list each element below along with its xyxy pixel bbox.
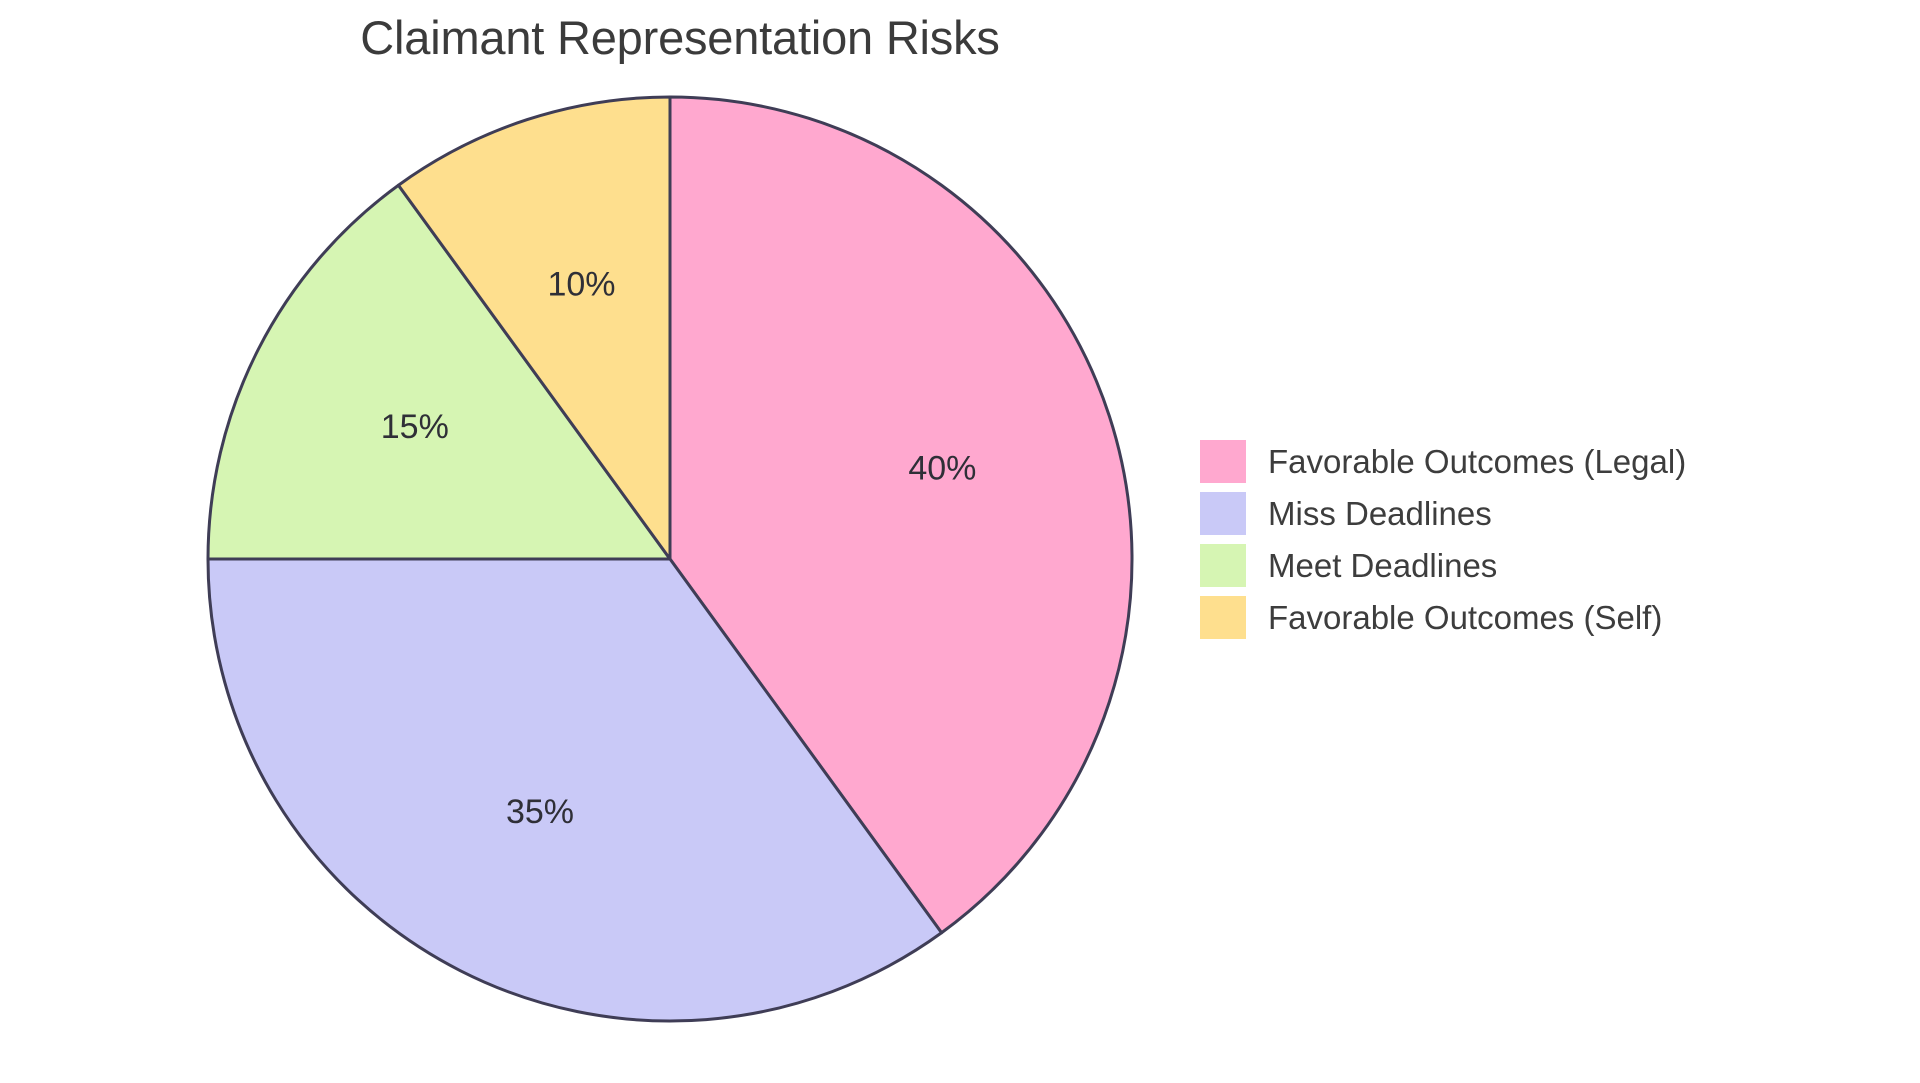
legend-item[interactable]: Miss Deadlines	[1200, 492, 1686, 535]
legend-color-swatch	[1200, 440, 1246, 483]
legend-item[interactable]: Favorable Outcomes (Legal)	[1200, 440, 1686, 483]
legend-item-label: Meet Deadlines	[1268, 547, 1498, 584]
legend-item-label: Favorable Outcomes (Self)	[1268, 599, 1663, 636]
pie-slice-labels-group: 40% 35% 15% 10%	[381, 266, 977, 832]
legend-item[interactable]: Meet Deadlines	[1200, 544, 1686, 587]
legend-item-label: Miss Deadlines	[1268, 495, 1492, 532]
chart-legend: Favorable Outcomes (Legal) Miss Deadlines…	[1200, 440, 1686, 639]
legend-color-swatch	[1200, 596, 1246, 639]
pie-slice-label: 10%	[547, 266, 615, 304]
legend-color-swatch	[1200, 492, 1246, 535]
pie-slice[interactable]	[396, 95, 672, 561]
pie-slice-label: 35%	[506, 793, 574, 831]
pie-slice-label: 15%	[381, 408, 449, 446]
legend-color-swatch	[1200, 544, 1246, 587]
pie-slice[interactable]	[668, 95, 1134, 935]
pie-slice[interactable]	[206, 557, 944, 1023]
pie-slices-group	[206, 95, 1134, 1023]
pie-slice-label: 40%	[908, 449, 976, 487]
chart-title: Claimant Representation Risks	[360, 11, 1000, 64]
pie-slice[interactable]	[206, 183, 672, 561]
legend-item[interactable]: Favorable Outcomes (Self)	[1200, 596, 1686, 639]
legend-item-label: Favorable Outcomes (Legal)	[1268, 443, 1687, 480]
